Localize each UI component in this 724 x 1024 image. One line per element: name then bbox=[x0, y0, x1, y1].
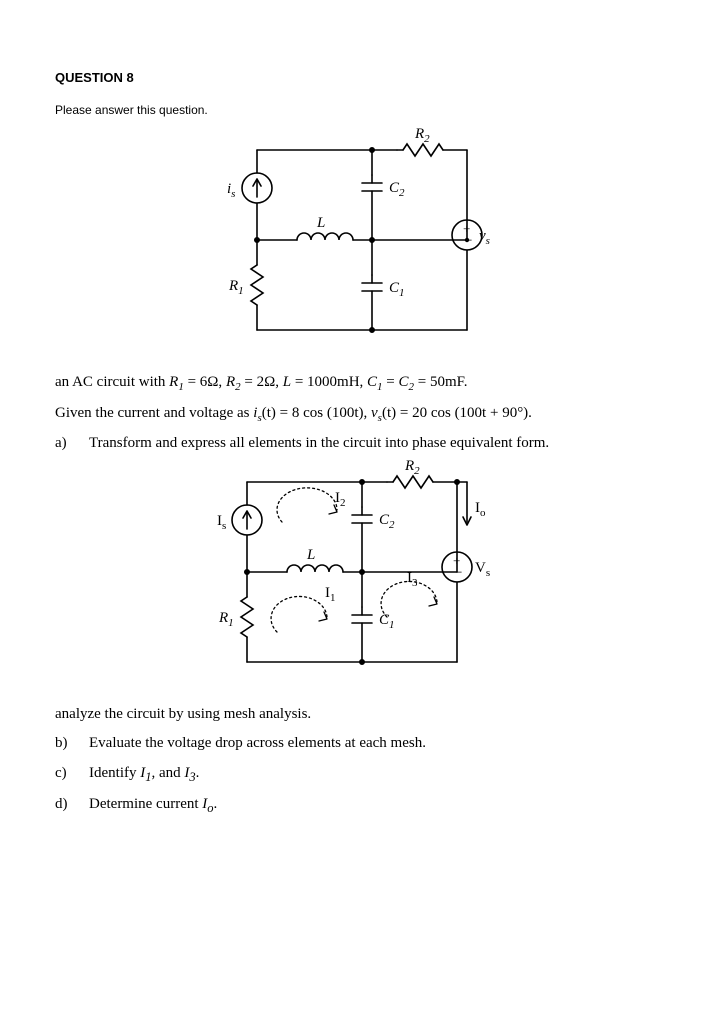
item-a-text: Transform and express all elements in th… bbox=[89, 431, 549, 457]
svg-text:Is: Is bbox=[217, 513, 226, 532]
item-c-text: Identify I1, and I3. bbox=[89, 761, 199, 788]
svg-text:I3: I3 bbox=[407, 570, 418, 589]
item-a-label: a) bbox=[55, 431, 77, 457]
item-d-text: Determine current Io. bbox=[89, 792, 217, 819]
svg-text:R1: R1 bbox=[218, 610, 234, 629]
item-c: c) Identify I1, and I3. bbox=[55, 761, 669, 788]
item-c-label: c) bbox=[55, 761, 77, 788]
svg-text:Vs: Vs bbox=[475, 560, 490, 579]
svg-text:R2: R2 bbox=[404, 458, 420, 477]
question-subheading: Please answer this question. bbox=[55, 103, 669, 117]
svg-text:vs: vs bbox=[479, 228, 490, 247]
analyze-line: analyze the circuit by using mesh analys… bbox=[55, 702, 669, 728]
item-d-label: d) bbox=[55, 792, 77, 819]
item-d: d) Determine current Io. bbox=[55, 792, 669, 819]
svg-text:R1: R1 bbox=[228, 278, 244, 297]
svg-text:L: L bbox=[306, 547, 315, 563]
circuit-diagram-2: + − bbox=[55, 467, 669, 677]
svg-text:Io: Io bbox=[475, 500, 486, 519]
svg-text:C1: C1 bbox=[379, 612, 395, 631]
paragraph-1: an AC circuit with R1 = 6Ω, R2 = 2Ω, L =… bbox=[55, 370, 669, 397]
circuit-svg-1: + − bbox=[217, 135, 507, 345]
question-heading: QUESTION 8 bbox=[55, 70, 669, 85]
item-b-text: Evaluate the voltage drop across element… bbox=[89, 731, 426, 757]
svg-text:C2: C2 bbox=[389, 180, 405, 199]
item-b: b) Evaluate the voltage drop across elem… bbox=[55, 731, 669, 757]
circuit-svg-2: + − bbox=[207, 467, 517, 677]
item-b-label: b) bbox=[55, 731, 77, 757]
item-a: a) Transform and express all elements in… bbox=[55, 431, 669, 457]
svg-text:I1: I1 bbox=[325, 585, 336, 604]
paragraph-2: Given the current and voltage as is(t) =… bbox=[55, 401, 669, 428]
svg-text:C2: C2 bbox=[379, 512, 395, 531]
svg-text:C1: C1 bbox=[389, 280, 405, 299]
svg-text:L: L bbox=[316, 215, 325, 231]
circuit-diagram-1: + − bbox=[55, 135, 669, 345]
svg-text:−: − bbox=[454, 565, 462, 581]
svg-text:is: is bbox=[227, 181, 235, 200]
svg-text:R2: R2 bbox=[414, 126, 430, 145]
